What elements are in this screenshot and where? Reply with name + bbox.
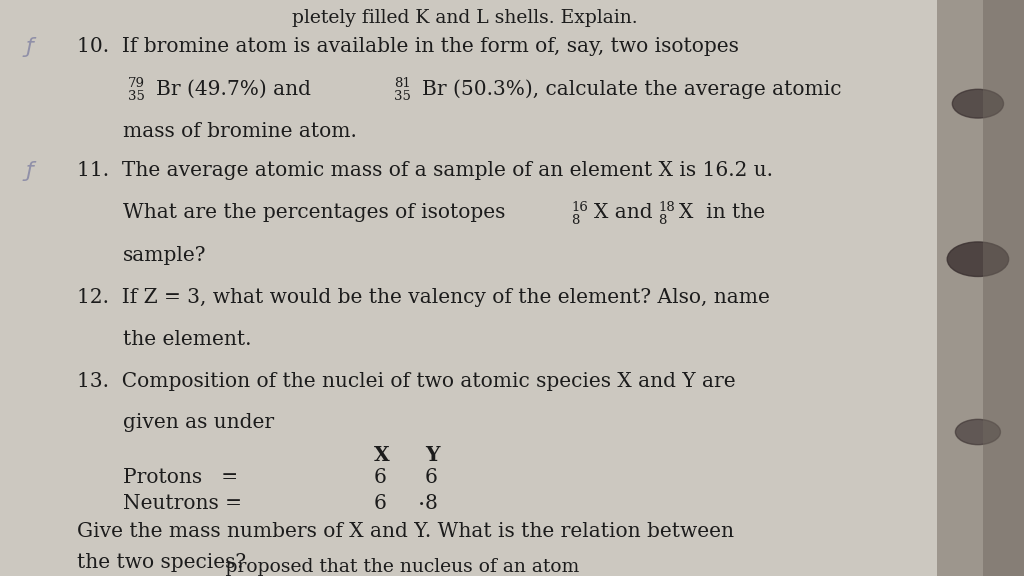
Text: given as under: given as under [123, 413, 274, 432]
Text: 79: 79 [128, 77, 145, 90]
Text: What are the percentages of isotopes: What are the percentages of isotopes [123, 203, 505, 222]
Text: Y: Y [425, 445, 439, 465]
Text: pletely filled K and L shells. Explain.: pletely filled K and L shells. Explain. [292, 9, 638, 26]
Text: 35: 35 [394, 90, 411, 103]
Text: ƒ: ƒ [26, 161, 34, 181]
Text: ƒ: ƒ [26, 37, 34, 58]
Text: X  in the: X in the [679, 203, 765, 222]
Text: mass of bromine atom.: mass of bromine atom. [123, 122, 356, 141]
Circle shape [952, 89, 1004, 118]
Text: 11.  The average atomic mass of a sample of an element X is 16.2 u.: 11. The average atomic mass of a sample … [77, 161, 773, 180]
Text: 12.  If Z = 3, what would be the valency of the element? Also, name: 12. If Z = 3, what would be the valency … [77, 288, 770, 307]
Bar [937, 0, 1024, 576]
Text: Br (49.7%) and: Br (49.7%) and [156, 79, 310, 98]
Text: 8: 8 [425, 494, 438, 513]
Text: 18: 18 [658, 201, 675, 214]
Bar [983, 0, 1024, 576]
Text: Br (50.3%), calculate the average atomic: Br (50.3%), calculate the average atomic [422, 79, 842, 99]
Text: X: X [374, 445, 389, 465]
Text: the element.: the element. [123, 330, 251, 349]
Text: 8: 8 [571, 214, 580, 227]
Text: Give the mass numbers of X and Y. What is the relation between: Give the mass numbers of X and Y. What i… [77, 522, 734, 541]
Text: 6: 6 [374, 468, 387, 487]
Circle shape [955, 419, 1000, 445]
Text: sample?: sample? [123, 246, 207, 265]
Text: 35: 35 [128, 90, 144, 103]
Circle shape [947, 242, 1009, 276]
Text: 6: 6 [374, 494, 387, 513]
Text: 13.  Composition of the nuclei of two atomic species X and Y are: 13. Composition of the nuclei of two ato… [77, 372, 735, 391]
Text: 6: 6 [425, 468, 438, 487]
Text: 81: 81 [394, 77, 411, 90]
Text: 8: 8 [658, 214, 667, 227]
Text: X and: X and [594, 203, 652, 222]
Text: 16: 16 [571, 201, 588, 214]
Text: the two species?: the two species? [77, 553, 246, 572]
Text: proposed that the nucleus of an atom: proposed that the nucleus of an atom [77, 558, 579, 576]
Text: ·: · [418, 494, 425, 516]
Text: Protons   =: Protons = [123, 468, 238, 487]
Text: 10.  If bromine atom is available in the form of, say, two isotopes: 10. If bromine atom is available in the … [77, 37, 738, 56]
Text: Neutrons =: Neutrons = [123, 494, 242, 513]
